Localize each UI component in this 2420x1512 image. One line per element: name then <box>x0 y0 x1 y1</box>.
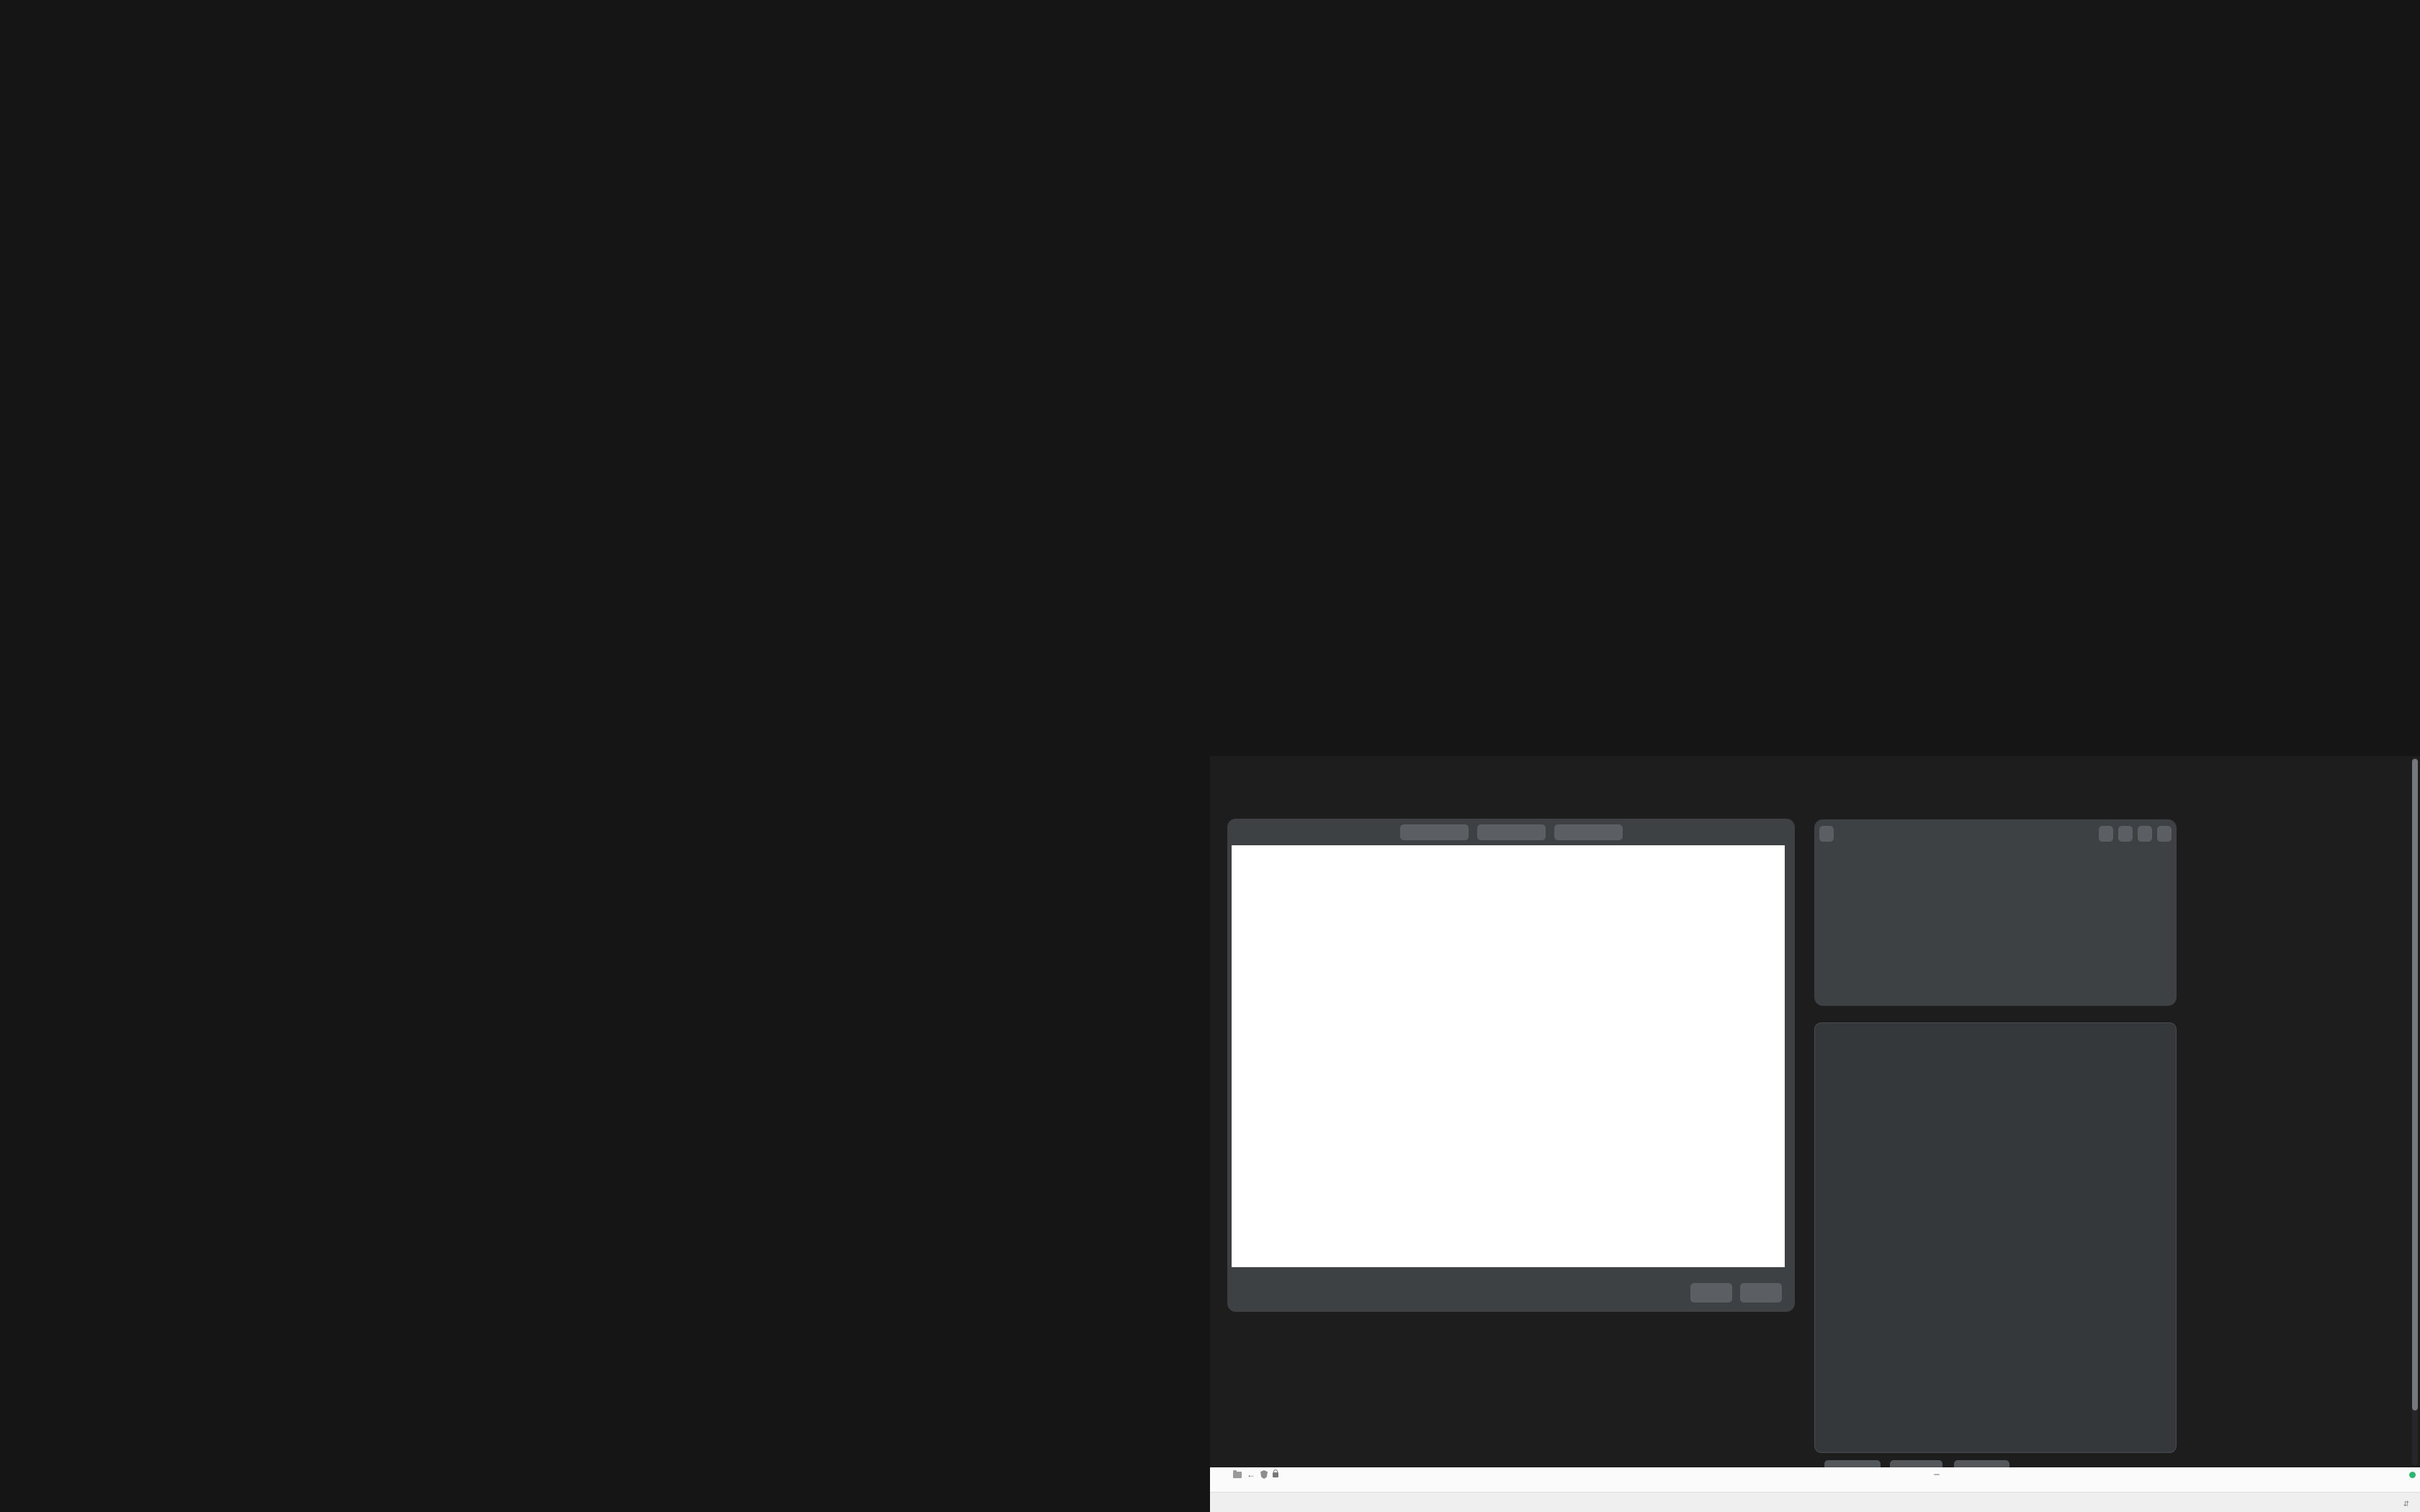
graph-toolbar <box>1227 824 1795 840</box>
monitor-arrow-icon: ⇵ <box>2403 1500 2409 1508</box>
clipped-button[interactable] <box>1890 1460 1942 1467</box>
formula-header <box>1814 819 2177 842</box>
function-keyboard-panel <box>1814 1022 2177 1453</box>
time-rewind-button[interactable] <box>1690 1282 1732 1302</box>
example-3-button[interactable] <box>2157 826 2172 842</box>
lock-icon[interactable] <box>1273 1469 1278 1477</box>
formula-panel <box>1814 819 2177 1006</box>
share-link-button[interactable] <box>1819 826 1834 842</box>
range-button[interactable] <box>1554 824 1623 840</box>
purple-cow-icon[interactable] <box>2408 1482 2417 1491</box>
example-1-button[interactable] <box>2118 826 2133 842</box>
plot-canvas[interactable] <box>1232 845 1785 1267</box>
bookmarks-bar: ⇵ <box>1210 1492 2420 1512</box>
clear-button[interactable] <box>2099 826 2113 842</box>
clipped-button[interactable] <box>1954 1460 2009 1467</box>
folder-icon[interactable] <box>1233 1470 1242 1478</box>
browser-chrome: ← ⇵ <box>1210 1467 2420 1512</box>
example-2-button[interactable] <box>2138 826 2152 842</box>
theme-toggle-button[interactable] <box>1399 824 1469 840</box>
graph-panel <box>1227 819 1795 1312</box>
scrollbar-track[interactable] <box>2412 757 2418 1465</box>
clipped-button[interactable] <box>1824 1460 1881 1467</box>
system-monitor: ⇵ <box>2403 1497 2420 1508</box>
graph-time-bar <box>1227 1280 1795 1305</box>
graphtoy-screenshot-tile: ← ⇵ <box>1210 756 2420 1512</box>
status-dot-icon <box>2409 1471 2416 1478</box>
time-play-button[interactable] <box>1740 1282 1782 1302</box>
zoom-level-badge[interactable] <box>1934 1474 1940 1475</box>
tray-row <box>1210 1482 2420 1492</box>
grid-mode-button[interactable] <box>1476 824 1546 840</box>
address-bar-row: ← <box>1210 1467 2420 1482</box>
page-header <box>1219 770 2155 793</box>
scrollbar-thumb[interactable] <box>2412 759 2418 1410</box>
shield-icon[interactable] <box>1260 1470 1268 1479</box>
back-icon[interactable]: ← <box>1247 1470 1255 1480</box>
